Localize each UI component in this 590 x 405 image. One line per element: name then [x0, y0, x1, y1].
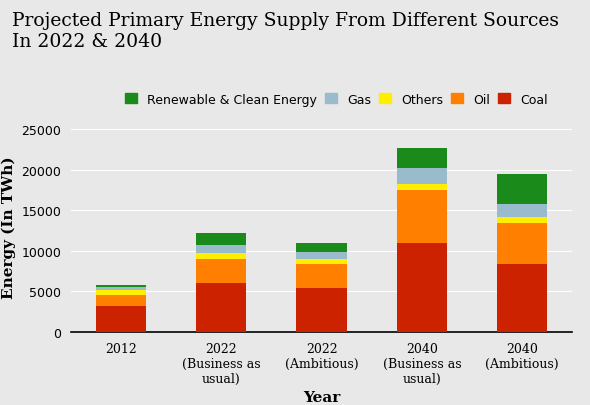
Bar: [297, 264, 347, 288]
Bar: [297, 288, 347, 332]
Bar: [297, 243, 347, 253]
Bar: [497, 204, 548, 218]
Bar: [396, 185, 447, 190]
Bar: [497, 174, 548, 204]
Bar: [297, 253, 347, 259]
Bar: [396, 168, 447, 185]
Legend: Renewable & Clean Energy, Gas, Others, Oil, Coal: Renewable & Clean Energy, Gas, Others, O…: [125, 93, 548, 106]
Bar: [396, 243, 447, 332]
Bar: [96, 306, 146, 332]
Bar: [96, 285, 146, 288]
Bar: [196, 254, 247, 259]
Text: Projected Primary Energy Supply From Different Sources
In 2022 & 2040: Projected Primary Energy Supply From Dif…: [12, 12, 559, 51]
Bar: [297, 259, 347, 264]
Bar: [196, 233, 247, 245]
Bar: [196, 245, 247, 254]
Bar: [96, 290, 146, 296]
Bar: [96, 296, 146, 306]
Bar: [497, 224, 548, 264]
Bar: [396, 149, 447, 168]
Bar: [96, 288, 146, 290]
Bar: [396, 190, 447, 243]
Y-axis label: Energy (In TWh): Energy (In TWh): [1, 156, 16, 298]
X-axis label: Year: Year: [303, 390, 340, 404]
Bar: [196, 284, 247, 332]
Bar: [497, 218, 548, 224]
Bar: [196, 259, 247, 283]
Bar: [497, 264, 548, 332]
